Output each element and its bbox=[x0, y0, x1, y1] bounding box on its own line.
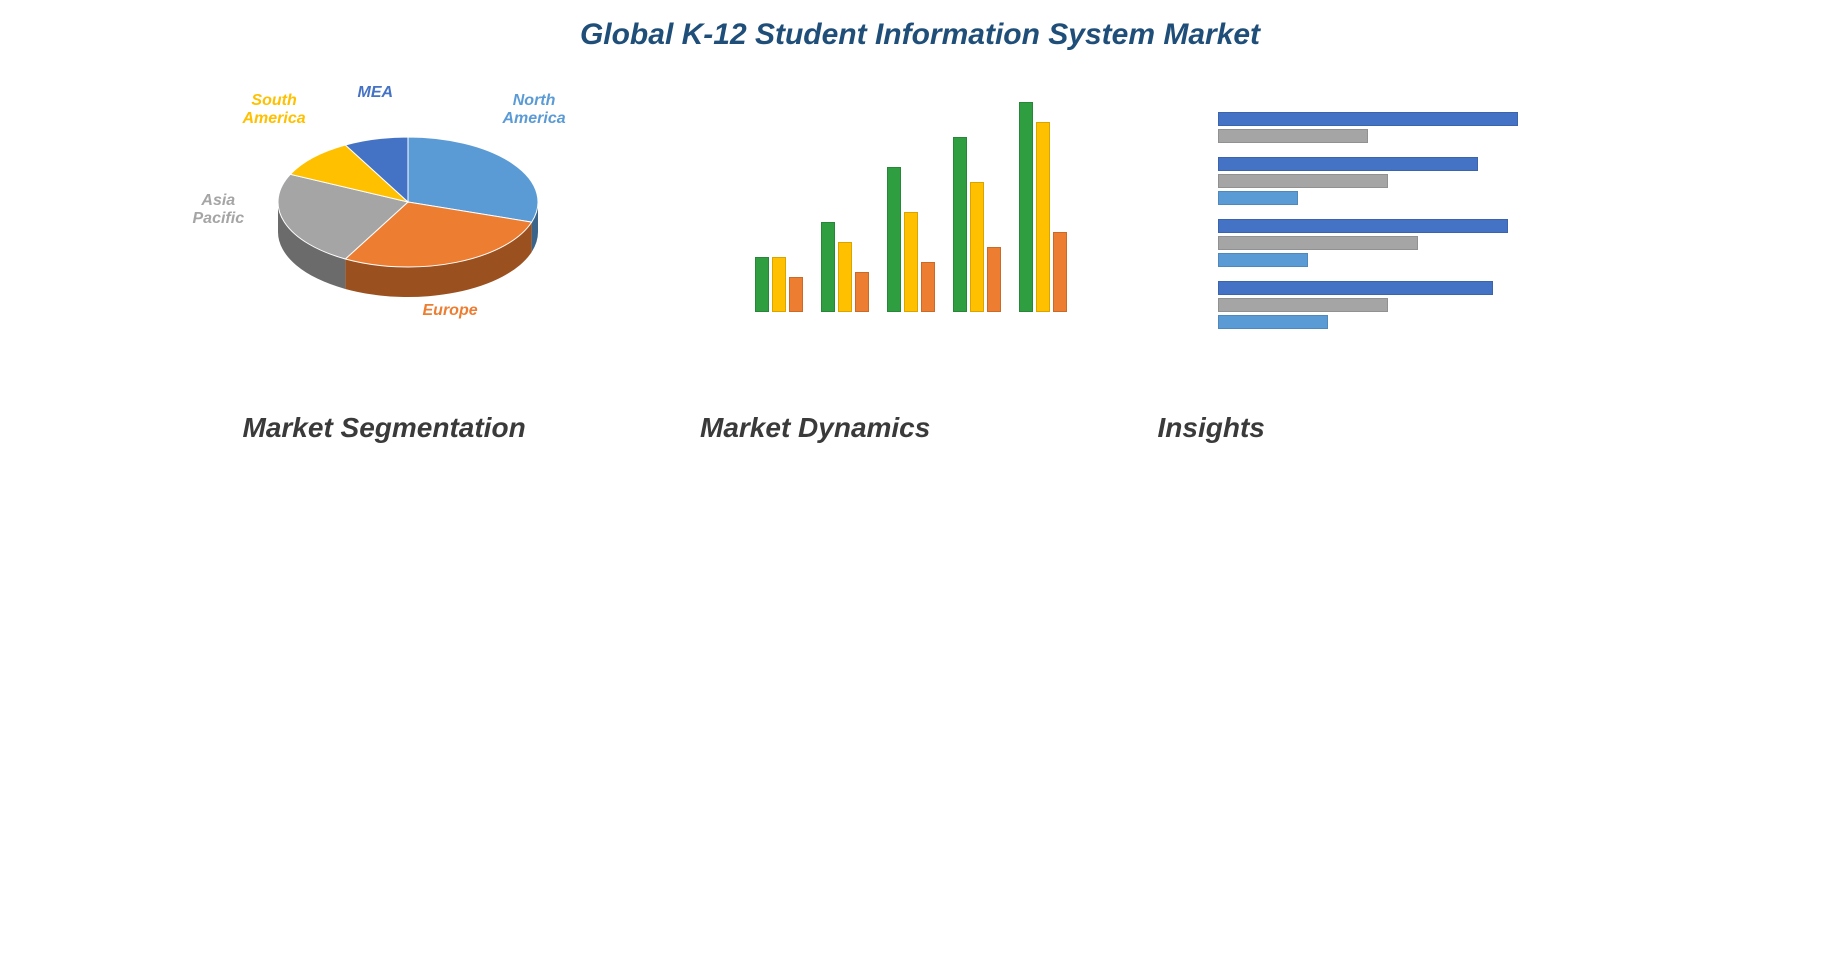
hbar bbox=[1218, 219, 1508, 233]
hbar bbox=[1218, 174, 1388, 188]
sections-row: Market Segmentation Market Dynamics Insi… bbox=[183, 372, 1658, 444]
bar bbox=[921, 262, 935, 312]
pie-label: SouthAmerica bbox=[243, 92, 306, 127]
hbar-group bbox=[1218, 112, 1598, 143]
hbar bbox=[1218, 191, 1298, 205]
bar bbox=[838, 242, 852, 312]
hbar-group bbox=[1218, 157, 1598, 205]
bar bbox=[887, 167, 901, 312]
bar-panel bbox=[695, 72, 1145, 372]
pie-label: AsiaPacific bbox=[193, 192, 245, 227]
bar bbox=[987, 247, 1001, 312]
section-title-segmentation: Market Segmentation bbox=[243, 412, 683, 444]
hbar-panel bbox=[1178, 72, 1628, 372]
bar-group bbox=[821, 222, 869, 312]
hbar-group bbox=[1218, 219, 1598, 267]
bar bbox=[1019, 102, 1033, 312]
hbar bbox=[1218, 112, 1518, 126]
bar bbox=[1036, 122, 1050, 312]
section-title-dynamics: Market Dynamics bbox=[700, 412, 1140, 444]
bar bbox=[789, 277, 803, 312]
bar bbox=[755, 257, 769, 312]
bar bbox=[821, 222, 835, 312]
section-title-insights: Insights bbox=[1158, 412, 1598, 444]
hbar-chart bbox=[1218, 112, 1598, 343]
pie-label: Europe bbox=[423, 302, 478, 320]
pie-label: MEA bbox=[358, 84, 394, 102]
infographic-root: Global K-12 Student Information System M… bbox=[183, 0, 1658, 770]
bar bbox=[970, 182, 984, 312]
bar bbox=[953, 137, 967, 312]
hbar-group bbox=[1218, 281, 1598, 329]
bar bbox=[1053, 232, 1067, 312]
hbar bbox=[1218, 253, 1308, 267]
charts-row: NorthAmerica Europe AsiaPacific SouthAmeric… bbox=[183, 62, 1658, 372]
bar-group bbox=[953, 137, 1001, 312]
bar bbox=[772, 257, 786, 312]
bar bbox=[855, 272, 869, 312]
bar-chart bbox=[755, 92, 1105, 312]
hbar bbox=[1218, 157, 1478, 171]
hbar bbox=[1218, 236, 1418, 250]
hbar bbox=[1218, 315, 1328, 329]
pie-panel: NorthAmericaEuropeAsiaPacificSouthAmeric… bbox=[213, 72, 663, 372]
bar-group bbox=[755, 257, 803, 312]
pie-label: NorthAmerica bbox=[503, 92, 566, 127]
bar bbox=[904, 212, 918, 312]
hbar bbox=[1218, 298, 1388, 312]
page-title: Global K-12 Student Information System M… bbox=[183, 0, 1658, 62]
hbar bbox=[1218, 129, 1368, 143]
bar-group bbox=[1019, 102, 1067, 312]
hbar bbox=[1218, 281, 1493, 295]
bar-group bbox=[887, 167, 935, 312]
